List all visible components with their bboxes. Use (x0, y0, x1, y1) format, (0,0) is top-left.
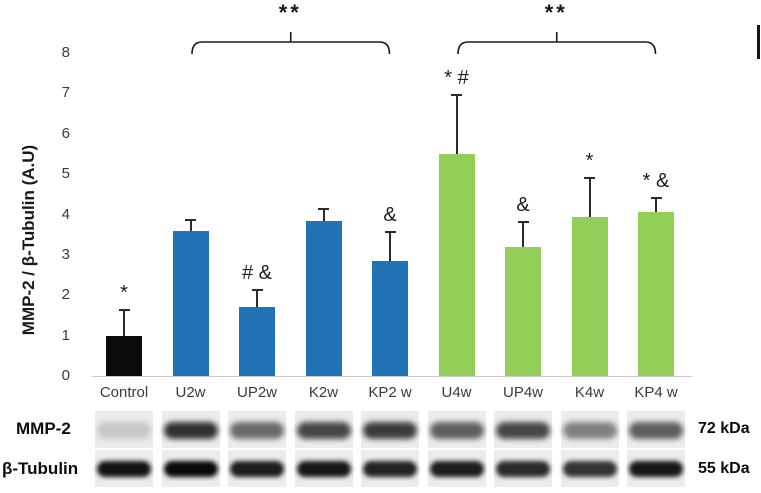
y-tick-label: 2 (61, 286, 70, 304)
bar-u4w (438, 153, 475, 376)
x-tick-label: Control (99, 384, 149, 401)
bar-kp4w (638, 212, 674, 376)
x-tick-label: U4w (441, 384, 472, 401)
error-bar (389, 231, 391, 261)
comparison-bracket (456, 32, 656, 55)
x-tick-label: K2w (308, 384, 339, 401)
error-bar-cap (185, 218, 196, 221)
blot-band (496, 422, 550, 439)
error-bar-cap (517, 221, 529, 224)
blot-band (163, 461, 218, 477)
significance-marker: * & (642, 170, 670, 193)
blot-band (429, 422, 484, 439)
y-tick-label: 8 (61, 44, 70, 61)
blot-band (230, 461, 284, 477)
blot-band (629, 422, 683, 439)
bar-up4w (505, 246, 541, 376)
y-tick-label: 0 (61, 367, 70, 384)
x-tick-label: KP4 w (634, 384, 678, 401)
bar-up2w (239, 307, 275, 376)
x-tick-label: K4w (574, 384, 605, 401)
error-bar-cap (451, 94, 462, 97)
error-bar (588, 177, 591, 217)
blot-band (163, 422, 218, 439)
bar-kp2w (372, 260, 408, 376)
blot-band (363, 422, 417, 439)
x-tick-label: U2w (175, 384, 206, 401)
error-bar (455, 94, 458, 154)
significance-marker: * (585, 150, 594, 173)
x-tick-label: KP2 w (368, 384, 412, 401)
blot-band (629, 461, 683, 477)
significance-marker: & (516, 194, 530, 217)
y-tick-label: 6 (61, 124, 70, 142)
bar-k4w (571, 216, 608, 376)
blot-band (230, 422, 284, 439)
error-bar-cap (318, 207, 329, 210)
bar-u2w (172, 230, 209, 376)
error-bar (322, 207, 325, 221)
blot-band (429, 461, 484, 477)
blot-band (562, 461, 617, 477)
molecular-weight-label-72kda: 72 kDa (698, 420, 750, 437)
y-tick-label: 5 (61, 165, 70, 183)
error-bar (522, 221, 524, 247)
x-tick-label: UP4w (502, 384, 543, 401)
blot-band (296, 461, 351, 477)
significance-marker: * (120, 282, 128, 305)
error-bar-cap (584, 177, 595, 180)
error-bar-cap (650, 197, 662, 200)
y-tick-label: 1 (61, 326, 70, 344)
blot-band (363, 461, 417, 477)
significance-marker: # & (241, 261, 273, 284)
error-bar-cap (384, 231, 396, 234)
blot-lane (560, 411, 619, 448)
cropped-edge-mark (757, 25, 760, 59)
error-bar (189, 218, 192, 231)
blot-band (496, 461, 550, 477)
blot-band (97, 461, 151, 477)
blot-band (296, 422, 351, 439)
y-tick-label: 4 (61, 205, 70, 223)
blot-row-label-mmp2: MMP-2 (16, 419, 71, 438)
error-bar (123, 309, 125, 336)
bar-control (106, 335, 142, 376)
bar-k2w (305, 220, 342, 376)
blot-band (562, 422, 617, 439)
error-bar (655, 197, 657, 213)
blot-lane (95, 411, 153, 448)
x-axis-baseline (92, 376, 692, 377)
significance-stars: ** (278, 0, 302, 25)
molecular-weight-label-55kda: 55 kDa (698, 460, 750, 477)
error-bar (256, 288, 258, 308)
error-bar-cap (251, 288, 263, 291)
significance-marker: * # (444, 67, 469, 90)
error-bar-cap (118, 309, 130, 312)
blot-band (97, 422, 151, 439)
y-tick-label: 3 (61, 245, 70, 263)
comparison-bracket (190, 32, 390, 55)
y-tick-label: 7 (61, 84, 70, 102)
significance-marker: & (383, 204, 397, 227)
x-tick-label: UP2w (236, 384, 277, 401)
significance-stars: ** (544, 0, 568, 25)
blot-row-label-btubulin: β-Tubulin (2, 459, 79, 478)
